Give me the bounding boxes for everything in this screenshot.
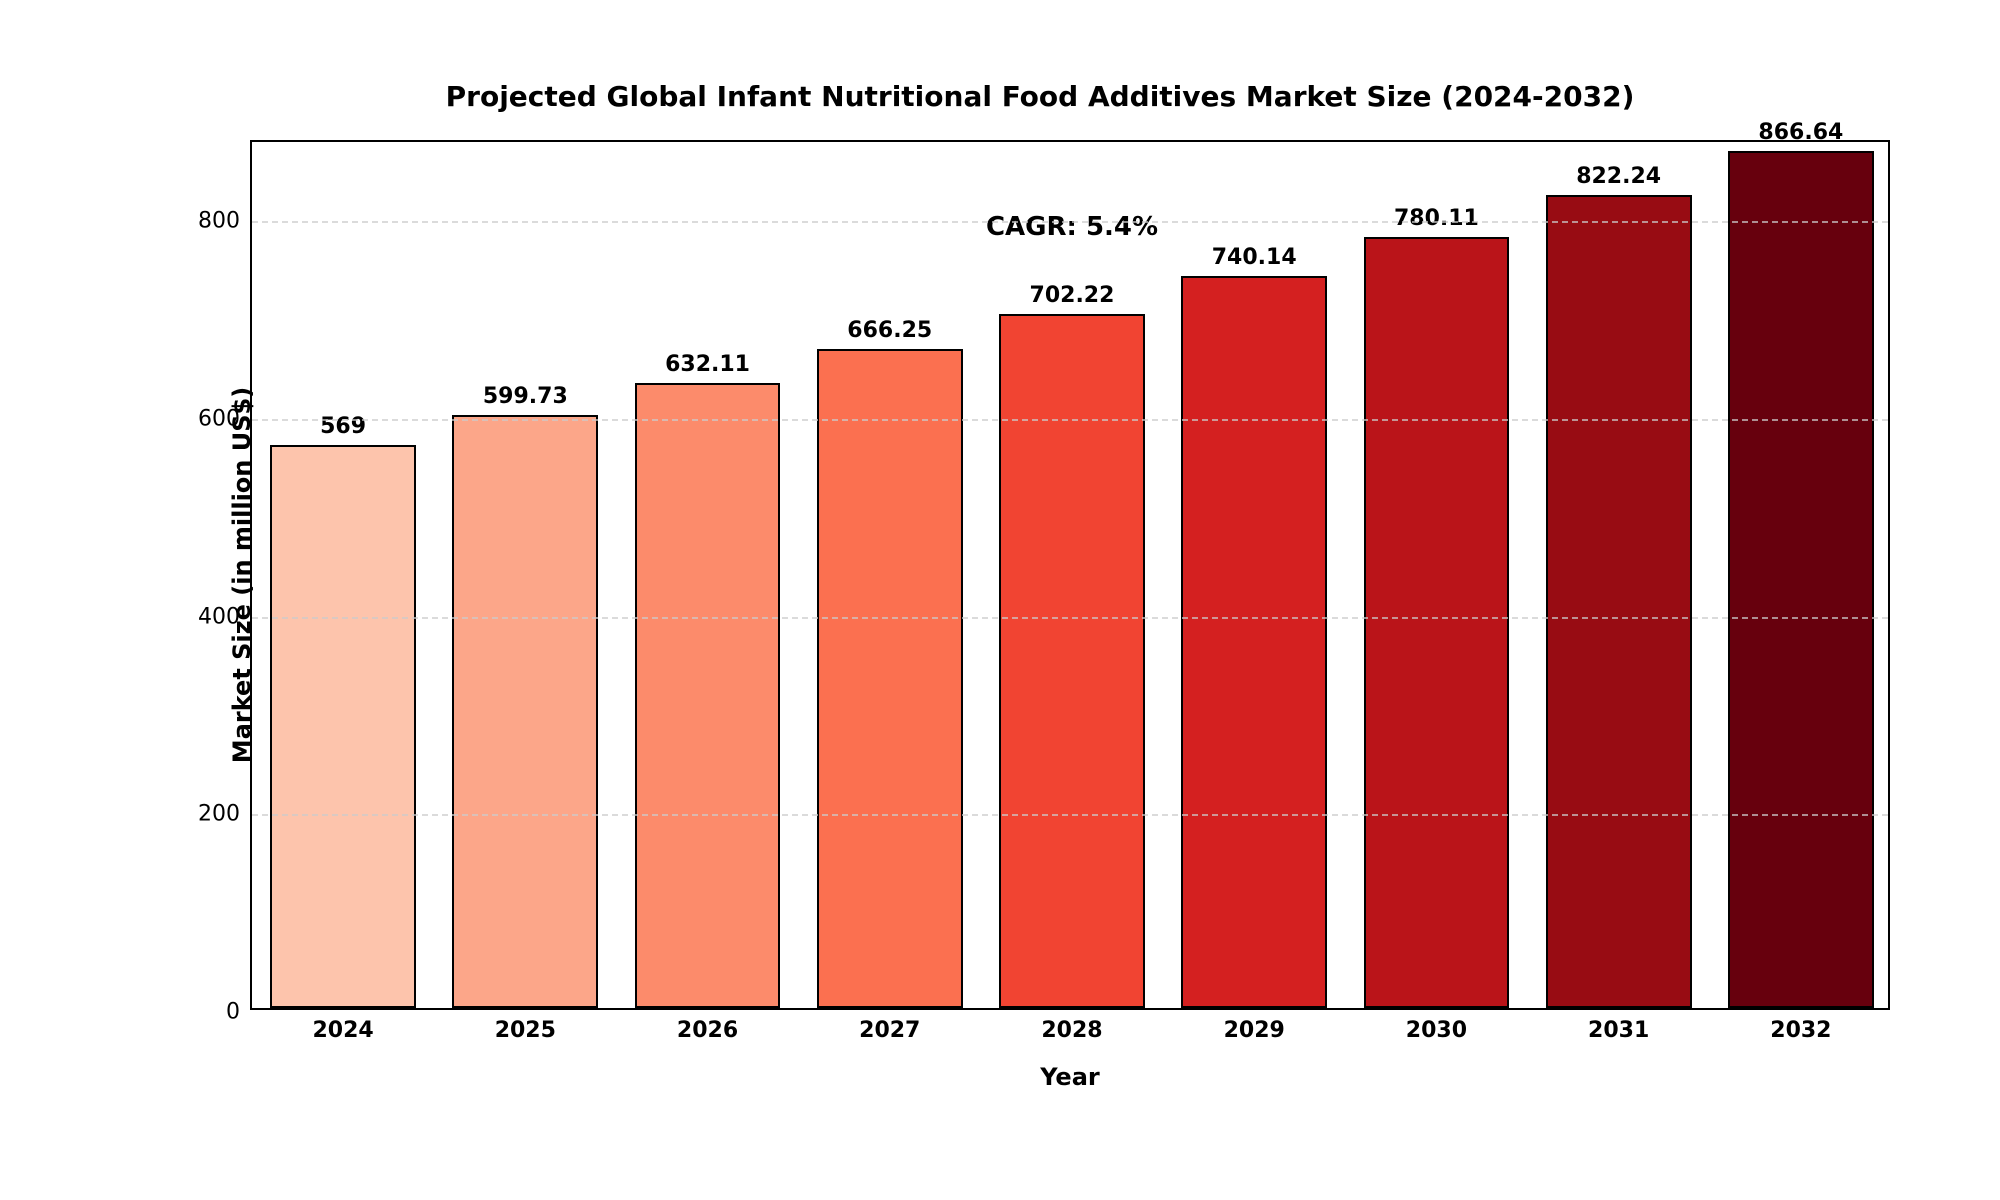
gridline: [252, 814, 1888, 816]
ytick-label: 600: [198, 406, 240, 431]
bar: 740.142029: [1181, 276, 1327, 1008]
gridline: [252, 221, 1888, 223]
bar-value-label: 599.73: [483, 384, 568, 409]
gridline: [252, 617, 1888, 619]
bar-value-label: 632.11: [665, 352, 750, 377]
bar-value-label: 666.25: [847, 318, 932, 343]
gridline: [252, 419, 1888, 421]
xtick-label: 2030: [1406, 1018, 1467, 1043]
xtick-label: 2026: [677, 1018, 738, 1043]
bar-value-label: 702.22: [1030, 283, 1115, 308]
bar: 866.642032: [1728, 151, 1874, 1008]
xtick-label: 2032: [1770, 1018, 1831, 1043]
chart-title: Projected Global Infant Nutritional Food…: [160, 80, 1920, 113]
chart-container: Projected Global Infant Nutritional Food…: [160, 80, 1920, 1120]
xtick-label: 2031: [1588, 1018, 1649, 1043]
ytick-label: 800: [198, 209, 240, 234]
bars-group: 5692024599.732025 632.112026666.252027 702…: [252, 142, 1888, 1008]
bar: 666.252027: [817, 349, 963, 1008]
ytick-label: 200: [198, 802, 240, 827]
bar: 632.112026: [635, 383, 781, 1008]
xtick-label: 2029: [1224, 1018, 1285, 1043]
bar-value-label: 740.14: [1212, 245, 1297, 270]
ytick-label: 0: [226, 1000, 240, 1025]
bar-value-label: 780.11: [1394, 206, 1479, 231]
xtick-label: 2028: [1041, 1018, 1102, 1043]
bar: 780.112030: [1364, 237, 1510, 1008]
xtick-label: 2027: [859, 1018, 920, 1043]
bar: 5692024: [270, 445, 416, 1008]
x-axis-label: Year: [1040, 1063, 1099, 1091]
xtick-label: 2024: [312, 1018, 373, 1043]
bar-value-label: 866.64: [1758, 120, 1843, 145]
xtick-label: 2025: [495, 1018, 556, 1043]
bar: 822.242031: [1546, 195, 1692, 1008]
bar: 599.732025: [452, 415, 598, 1008]
plot-area: Market Size (in million US$) Year CAGR: …: [250, 140, 1890, 1010]
bar-value-label: 822.24: [1576, 164, 1661, 189]
ytick-label: 400: [198, 604, 240, 629]
